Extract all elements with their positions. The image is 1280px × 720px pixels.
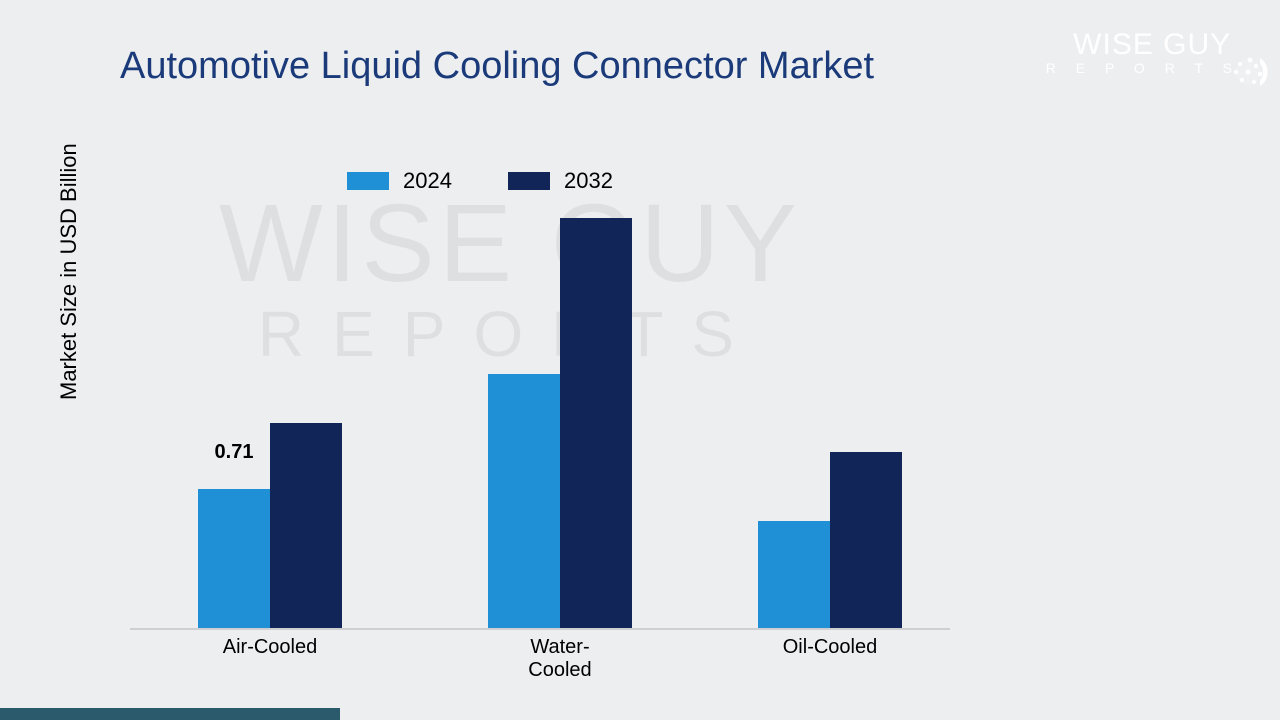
legend-item-2032: 2032 [508,168,613,194]
legend: 2024 2032 [0,168,960,196]
chart-canvas: WISE GUY REPORTS WISE GUY R E P O R T S … [0,0,1280,720]
category-label: Water-Cooled [460,630,660,682]
bar-2024 [758,521,830,629]
legend-label-2024: 2024 [403,168,452,194]
bottom-accent-strip [0,708,340,720]
category-label: Air-Cooled [170,630,370,659]
legend-item-2024: 2024 [347,168,452,194]
bar-2032 [830,452,902,628]
bar-2024 [488,374,560,628]
bar-2032 [270,423,342,628]
brand-logo: WISE GUY R E P O R T S [1046,28,1240,76]
plot-area: 0.71Air-CooledWater-CooledOil-Cooled [130,200,950,630]
bar-value-label: 0.71 [215,441,254,464]
chart-title: Automotive Liquid Cooling Connector Mark… [120,44,880,90]
bar-2024 [198,489,270,628]
legend-label-2032: 2032 [564,168,613,194]
category-label: Oil-Cooled [730,630,930,659]
legend-swatch-2032 [508,172,550,190]
brand-line1: WISE GUY [1073,28,1230,61]
brand-line2: R E P O R T S [1046,60,1240,76]
legend-swatch-2024 [347,172,389,190]
head-icon [1230,50,1274,94]
bar-2032 [560,218,632,628]
